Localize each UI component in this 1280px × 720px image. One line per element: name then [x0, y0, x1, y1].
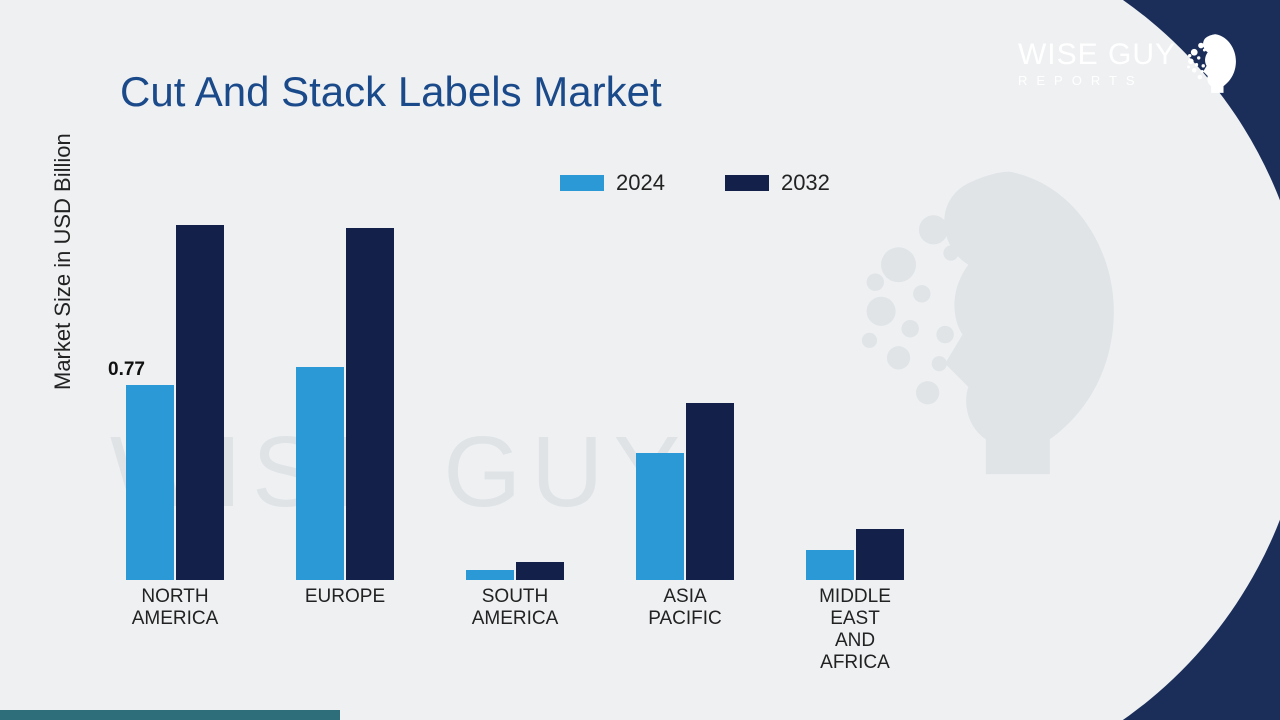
bar [296, 367, 344, 580]
category-label: MIDDLEEASTANDAFRICA [780, 580, 930, 673]
chart-legend: 2024 2032 [560, 170, 830, 196]
legend-label-2032: 2032 [781, 170, 830, 196]
bar [466, 570, 514, 580]
brand-logo: WISE GUY REPORTS [1018, 32, 1240, 94]
bar [856, 529, 904, 580]
category-label: SOUTHAMERICA [440, 580, 590, 630]
bar-group: NORTHAMERICA [100, 200, 250, 580]
bar-group: MIDDLEEASTANDAFRICA [780, 200, 930, 580]
bar [126, 385, 174, 580]
bar [686, 403, 734, 580]
legend-swatch-2024 [560, 175, 604, 191]
bottom-accent-bar [0, 710, 340, 720]
bar-value-label: 0.77 [108, 359, 145, 381]
bar [636, 453, 684, 580]
bar-chart: NORTHAMERICAEUROPESOUTHAMERICAASIAPACIFI… [100, 200, 940, 580]
bar [806, 550, 854, 580]
bar [516, 562, 564, 580]
bar-group: EUROPE [270, 200, 420, 580]
legend-item-2024: 2024 [560, 170, 665, 196]
category-label: EUROPE [270, 580, 420, 608]
bar-group: ASIAPACIFIC [610, 200, 760, 580]
brand-logo-text: WISE GUY REPORTS [1018, 40, 1176, 87]
y-axis-label: Market Size in USD Billion [50, 133, 76, 390]
legend-label-2024: 2024 [616, 170, 665, 196]
bar [346, 228, 394, 580]
brand-logo-line1: WISE GUY [1018, 40, 1176, 70]
bar [176, 225, 224, 580]
category-label: ASIAPACIFIC [610, 580, 760, 630]
brand-head-icon [1180, 32, 1240, 94]
legend-swatch-2032 [725, 175, 769, 191]
brand-logo-line2: REPORTS [1018, 74, 1176, 87]
bar-group: SOUTHAMERICA [440, 200, 590, 580]
legend-item-2032: 2032 [725, 170, 830, 196]
chart-title: Cut And Stack Labels Market [120, 68, 662, 116]
category-label: NORTHAMERICA [100, 580, 250, 630]
